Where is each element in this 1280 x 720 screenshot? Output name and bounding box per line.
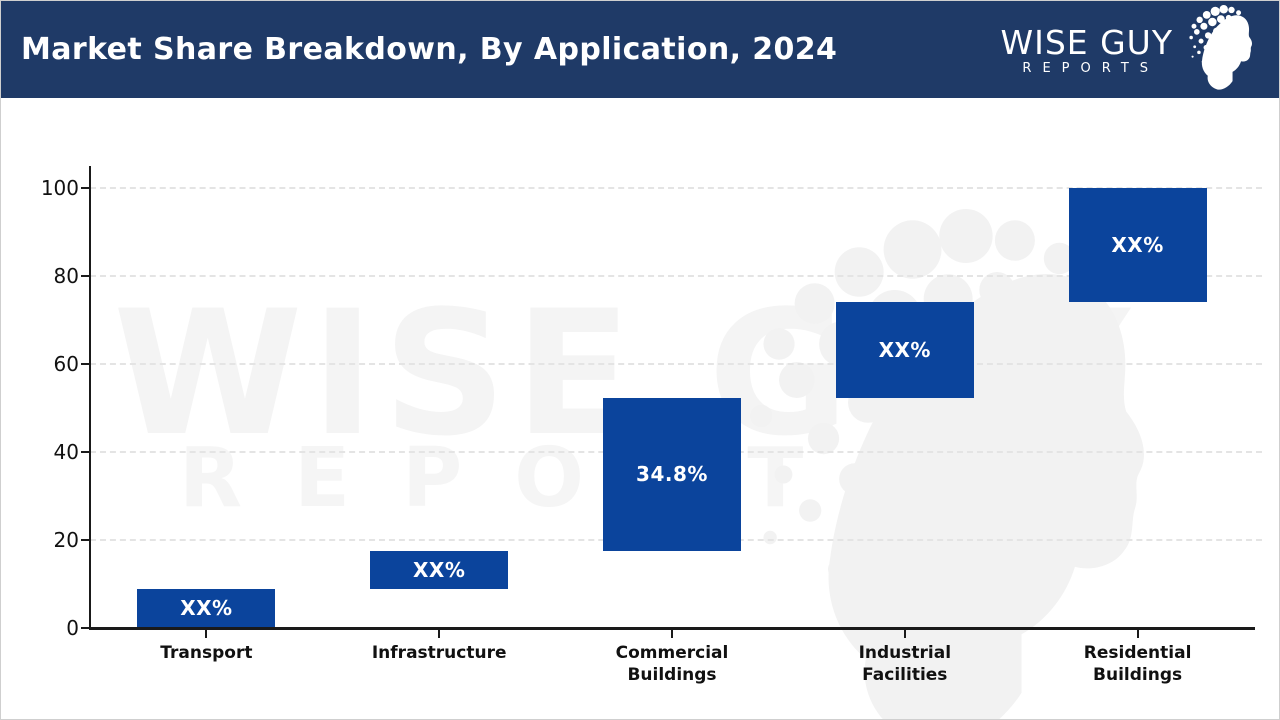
bar-transport: XX%: [137, 588, 276, 628]
y-axis-tick: [81, 187, 90, 189]
y-tick-label: 60: [53, 352, 79, 376]
bar-residential-buildings: XX%: [1068, 188, 1207, 302]
y-axis-tick: [81, 539, 90, 541]
x-axis-tick: [1136, 630, 1139, 638]
y-axis-tick: [81, 451, 90, 453]
y-axis-tick: [81, 363, 90, 365]
bar-infrastructure: XX%: [370, 551, 509, 589]
y-tick-label: 20: [53, 528, 79, 552]
gridline: [90, 275, 1262, 277]
x-axis-category-label: Commercial Buildings: [615, 643, 729, 686]
bar-value-label: XX%: [412, 557, 466, 582]
y-tick-label: 40: [53, 440, 79, 464]
x-axis-tick: [671, 630, 673, 638]
x-axis-tick: [438, 630, 441, 638]
bar-value-label: XX%: [180, 596, 233, 621]
x-axis-line: [89, 627, 1255, 630]
header-bar: Market Share Breakdown, By Application, …: [1, 1, 1279, 98]
bar-value-label: XX%: [878, 337, 931, 362]
y-axis-tick: [81, 275, 90, 277]
logo-wordmark: WISE GUY: [1000, 23, 1173, 62]
watermark-subtitle: REPORTS: [179, 431, 967, 526]
logo-subtitle: REPORTS: [1022, 61, 1160, 76]
y-axis-tick: [81, 627, 90, 629]
x-axis-tick: [903, 630, 906, 638]
x-axis-category-label: Transport: [160, 643, 253, 663]
bar-value-label: 34.8%: [636, 462, 708, 487]
chart-title: Market Share Breakdown, By Application, …: [21, 32, 838, 67]
bar-industrial-facilities: XX%: [835, 301, 974, 398]
bar-commercial-buildings: 34.8%: [603, 397, 741, 551]
x-axis-category-label: Infrastructure: [371, 643, 507, 663]
y-tick-label: 80: [53, 264, 79, 288]
y-tick-label: 0: [66, 616, 79, 640]
dotted-head-profile-icon: [1189, 4, 1253, 90]
y-tick-label: 100: [40, 176, 79, 200]
x-axis-tick: [205, 630, 208, 638]
wise-guy-reports-logo: WISE GUY REPORTS: [1000, 4, 1271, 97]
x-axis-category-label: Residential Buildings: [1083, 643, 1192, 686]
x-axis-category-label: Industrial Facilities: [858, 643, 952, 686]
gridline: [90, 363, 1262, 365]
logo-text: WISE GUY REPORTS: [1000, 26, 1173, 75]
gridline: [90, 187, 1262, 189]
y-axis-line: [89, 166, 91, 630]
bar-value-label: XX%: [1111, 232, 1164, 257]
